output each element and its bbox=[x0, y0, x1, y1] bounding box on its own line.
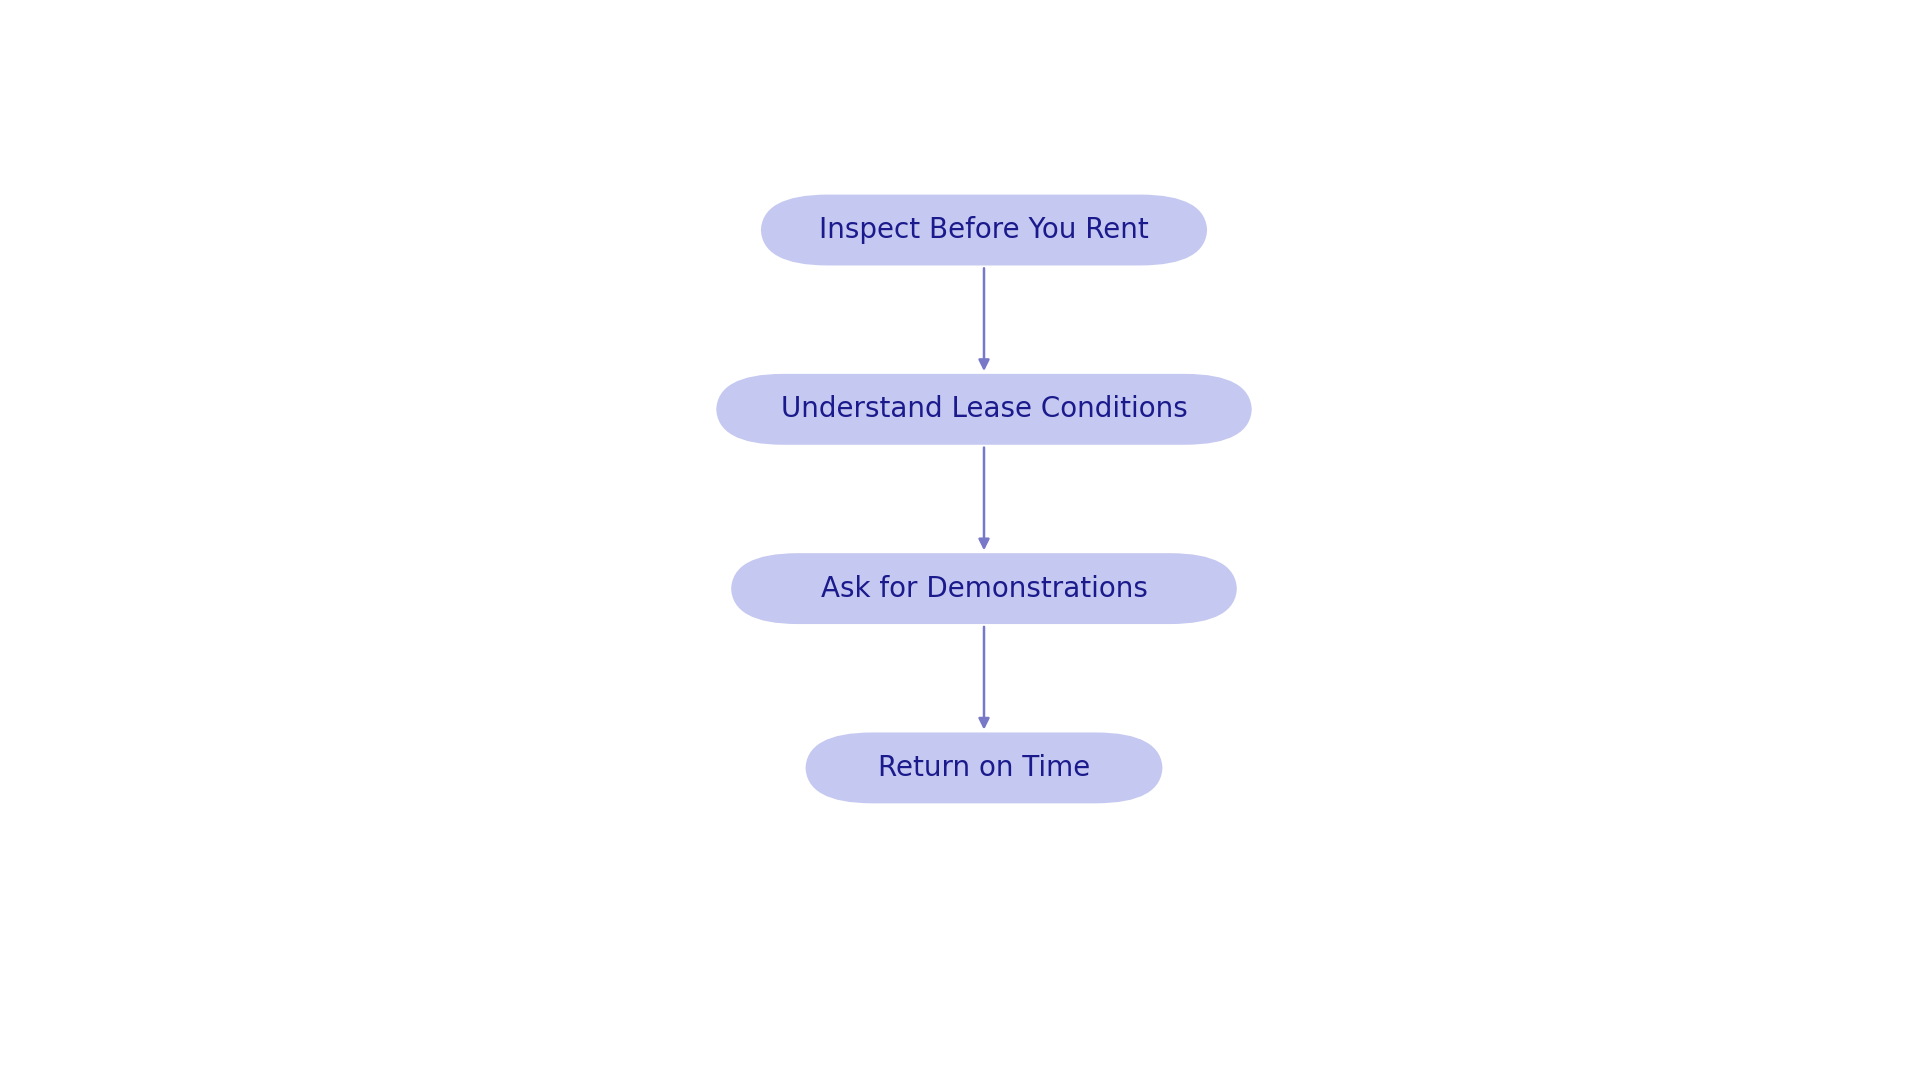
Text: Return on Time: Return on Time bbox=[877, 754, 1091, 782]
FancyBboxPatch shape bbox=[716, 374, 1252, 445]
Text: Inspect Before You Rent: Inspect Before You Rent bbox=[820, 216, 1148, 244]
Text: Ask for Demonstrations: Ask for Demonstrations bbox=[820, 575, 1148, 602]
FancyBboxPatch shape bbox=[806, 732, 1162, 804]
Text: Understand Lease Conditions: Understand Lease Conditions bbox=[781, 395, 1187, 423]
FancyBboxPatch shape bbox=[732, 553, 1236, 624]
FancyBboxPatch shape bbox=[760, 195, 1208, 265]
